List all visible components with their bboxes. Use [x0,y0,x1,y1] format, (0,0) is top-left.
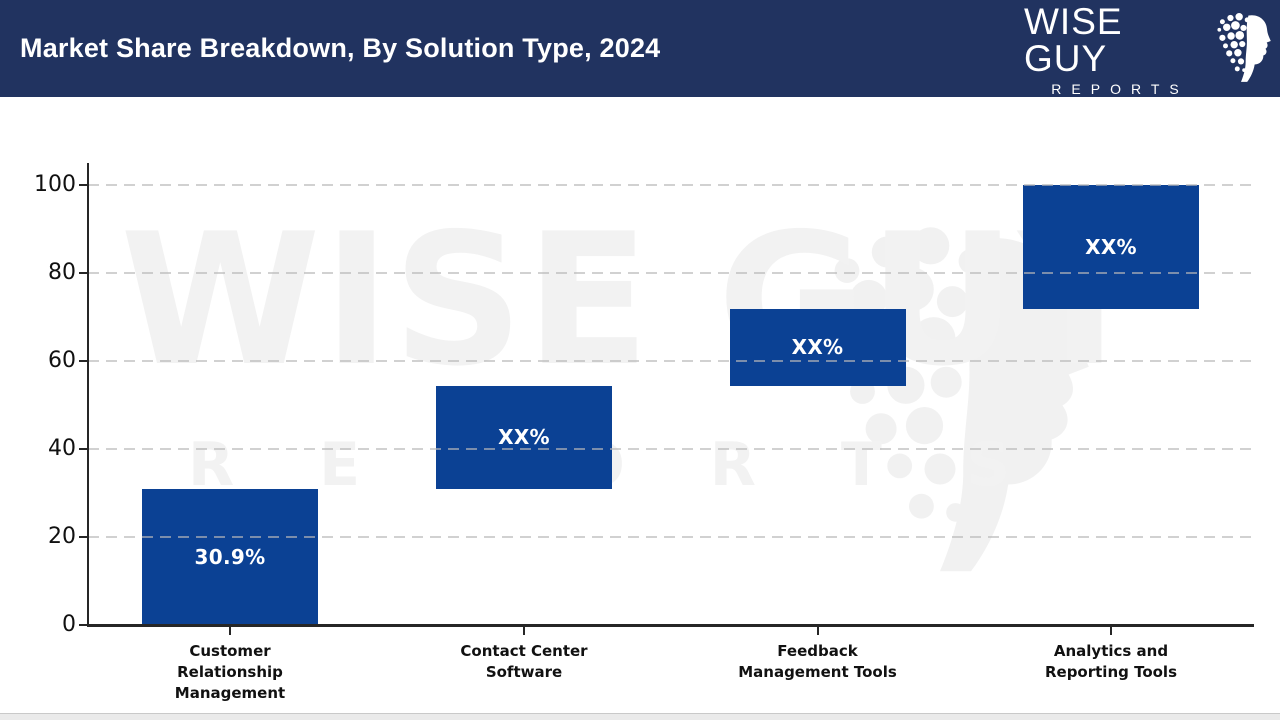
x-category-label: Analytics and Reporting Tools [1044,642,1178,681]
x-category-label: Contact Center Software [460,642,588,681]
waterfall-chart: WISE GUY R E P O R T S 0 20 40 60 80 100 30.9%… [0,97,1280,714]
y-tick-label: 40 [48,436,76,461]
x-category-label: Feedback Management Tools [738,642,897,681]
y-axis-tick [79,536,88,538]
gridline [88,448,1258,450]
gridline [88,360,1258,362]
footer-strip [0,713,1280,720]
y-tick-label: 0 [62,612,76,637]
x-axis-tick [523,627,525,635]
y-axis-tick [79,448,88,450]
y-tick-label: 100 [34,172,76,197]
bar: XX% [1023,185,1199,310]
wise-guy-reports-logo: WISE GUY REPORTS [1024,3,1272,96]
x-axis-tick [229,627,231,635]
bar: 30.9% [142,489,318,625]
bar: XX% [729,309,906,386]
bar: XX% [436,385,612,490]
bar-value-label: XX% [1085,235,1137,260]
x-axis-line [87,624,1254,627]
y-axis-line [87,163,89,627]
y-tick-label: 80 [48,260,76,285]
page-title: Market Share Breakdown, By Solution Type… [20,33,661,63]
dotted-face-icon [1217,13,1271,82]
y-tick-label: 60 [48,348,76,373]
x-axis-tick [816,627,819,635]
header-bar: Market Share Breakdown, By Solution Type… [0,0,1280,97]
y-axis-tick [79,184,88,186]
x-category-label: Customer Relationship Management [174,642,286,702]
bar-value-label: 30.9% [194,545,266,569]
logo-wordmark: WISE GUY [1024,0,1123,79]
bar-value-label: XX% [791,335,844,360]
logo-text: WISE GUY REPORTS [1024,3,1206,96]
gridline [88,272,1258,274]
y-axis-tick [79,272,88,274]
bar-value-label: XX% [498,425,550,450]
gridline [88,184,1258,186]
logo-subtitle: REPORTS [1051,80,1189,97]
x-axis-tick [1110,627,1112,635]
y-axis-tick [79,624,88,626]
y-axis-tick [79,360,88,362]
y-tick-label: 20 [48,524,76,549]
gridline [88,536,1258,538]
